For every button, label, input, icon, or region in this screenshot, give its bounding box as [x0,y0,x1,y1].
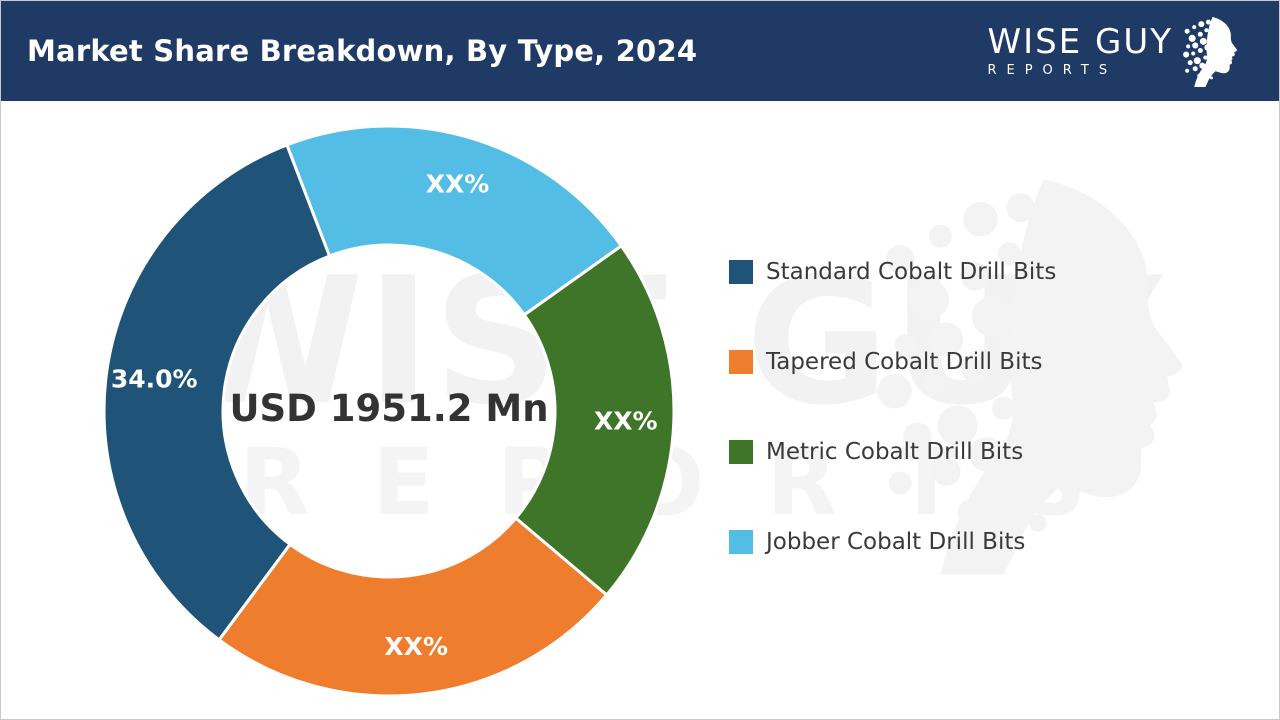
legend-swatch-metric [729,440,753,464]
page-title: Market Share Breakdown, By Type, 2024 [27,34,698,68]
legend-item-metric: Metric Cobalt Drill Bits [729,438,1056,466]
wiseguy-logo-text: WISE GUY REPORTS [987,25,1173,78]
wiseguy-face-icon [1183,16,1237,87]
donut-segment-2 [514,244,676,597]
logo-reports-label: REPORTS [987,62,1118,78]
legend-item-standard: Standard Cobalt Drill Bits [729,258,1056,286]
donut-chart: XX% XX% XX% 34.0% [102,124,676,698]
logo-wiseguy-label: WISE GUY [987,21,1173,62]
segment-label: XX% [594,406,658,435]
legend-swatch-tapered [729,350,753,374]
legend: Standard Cobalt Drill Bits Tapered Cobal… [729,258,1056,618]
legend-label: Metric Cobalt Drill Bits [766,439,1024,465]
wiseguy-logo: WISE GUY REPORTS [987,16,1253,87]
donut-center-value: USD 1951.2 Mn [229,387,549,430]
legend-item-jobber: Jobber Cobalt Drill Bits [729,528,1056,556]
donut-segment-0 [102,143,332,642]
donut-segment-1 [217,516,609,698]
legend-swatch-jobber [729,530,753,554]
legend-item-tapered: Tapered Cobalt Drill Bits [729,348,1056,376]
legend-swatch-standard [729,260,753,284]
segment-label: XX% [426,170,490,199]
legend-label: Tapered Cobalt Drill Bits [766,349,1043,375]
legend-label: Jobber Cobalt Drill Bits [766,529,1026,555]
donut-segment-3 [285,124,623,317]
segment-label: XX% [384,632,448,661]
legend-label: Standard Cobalt Drill Bits [766,259,1057,285]
header-bar: Market Share Breakdown, By Type, 2024 WI… [1,1,1279,101]
segment-label: 34.0% [111,364,198,393]
